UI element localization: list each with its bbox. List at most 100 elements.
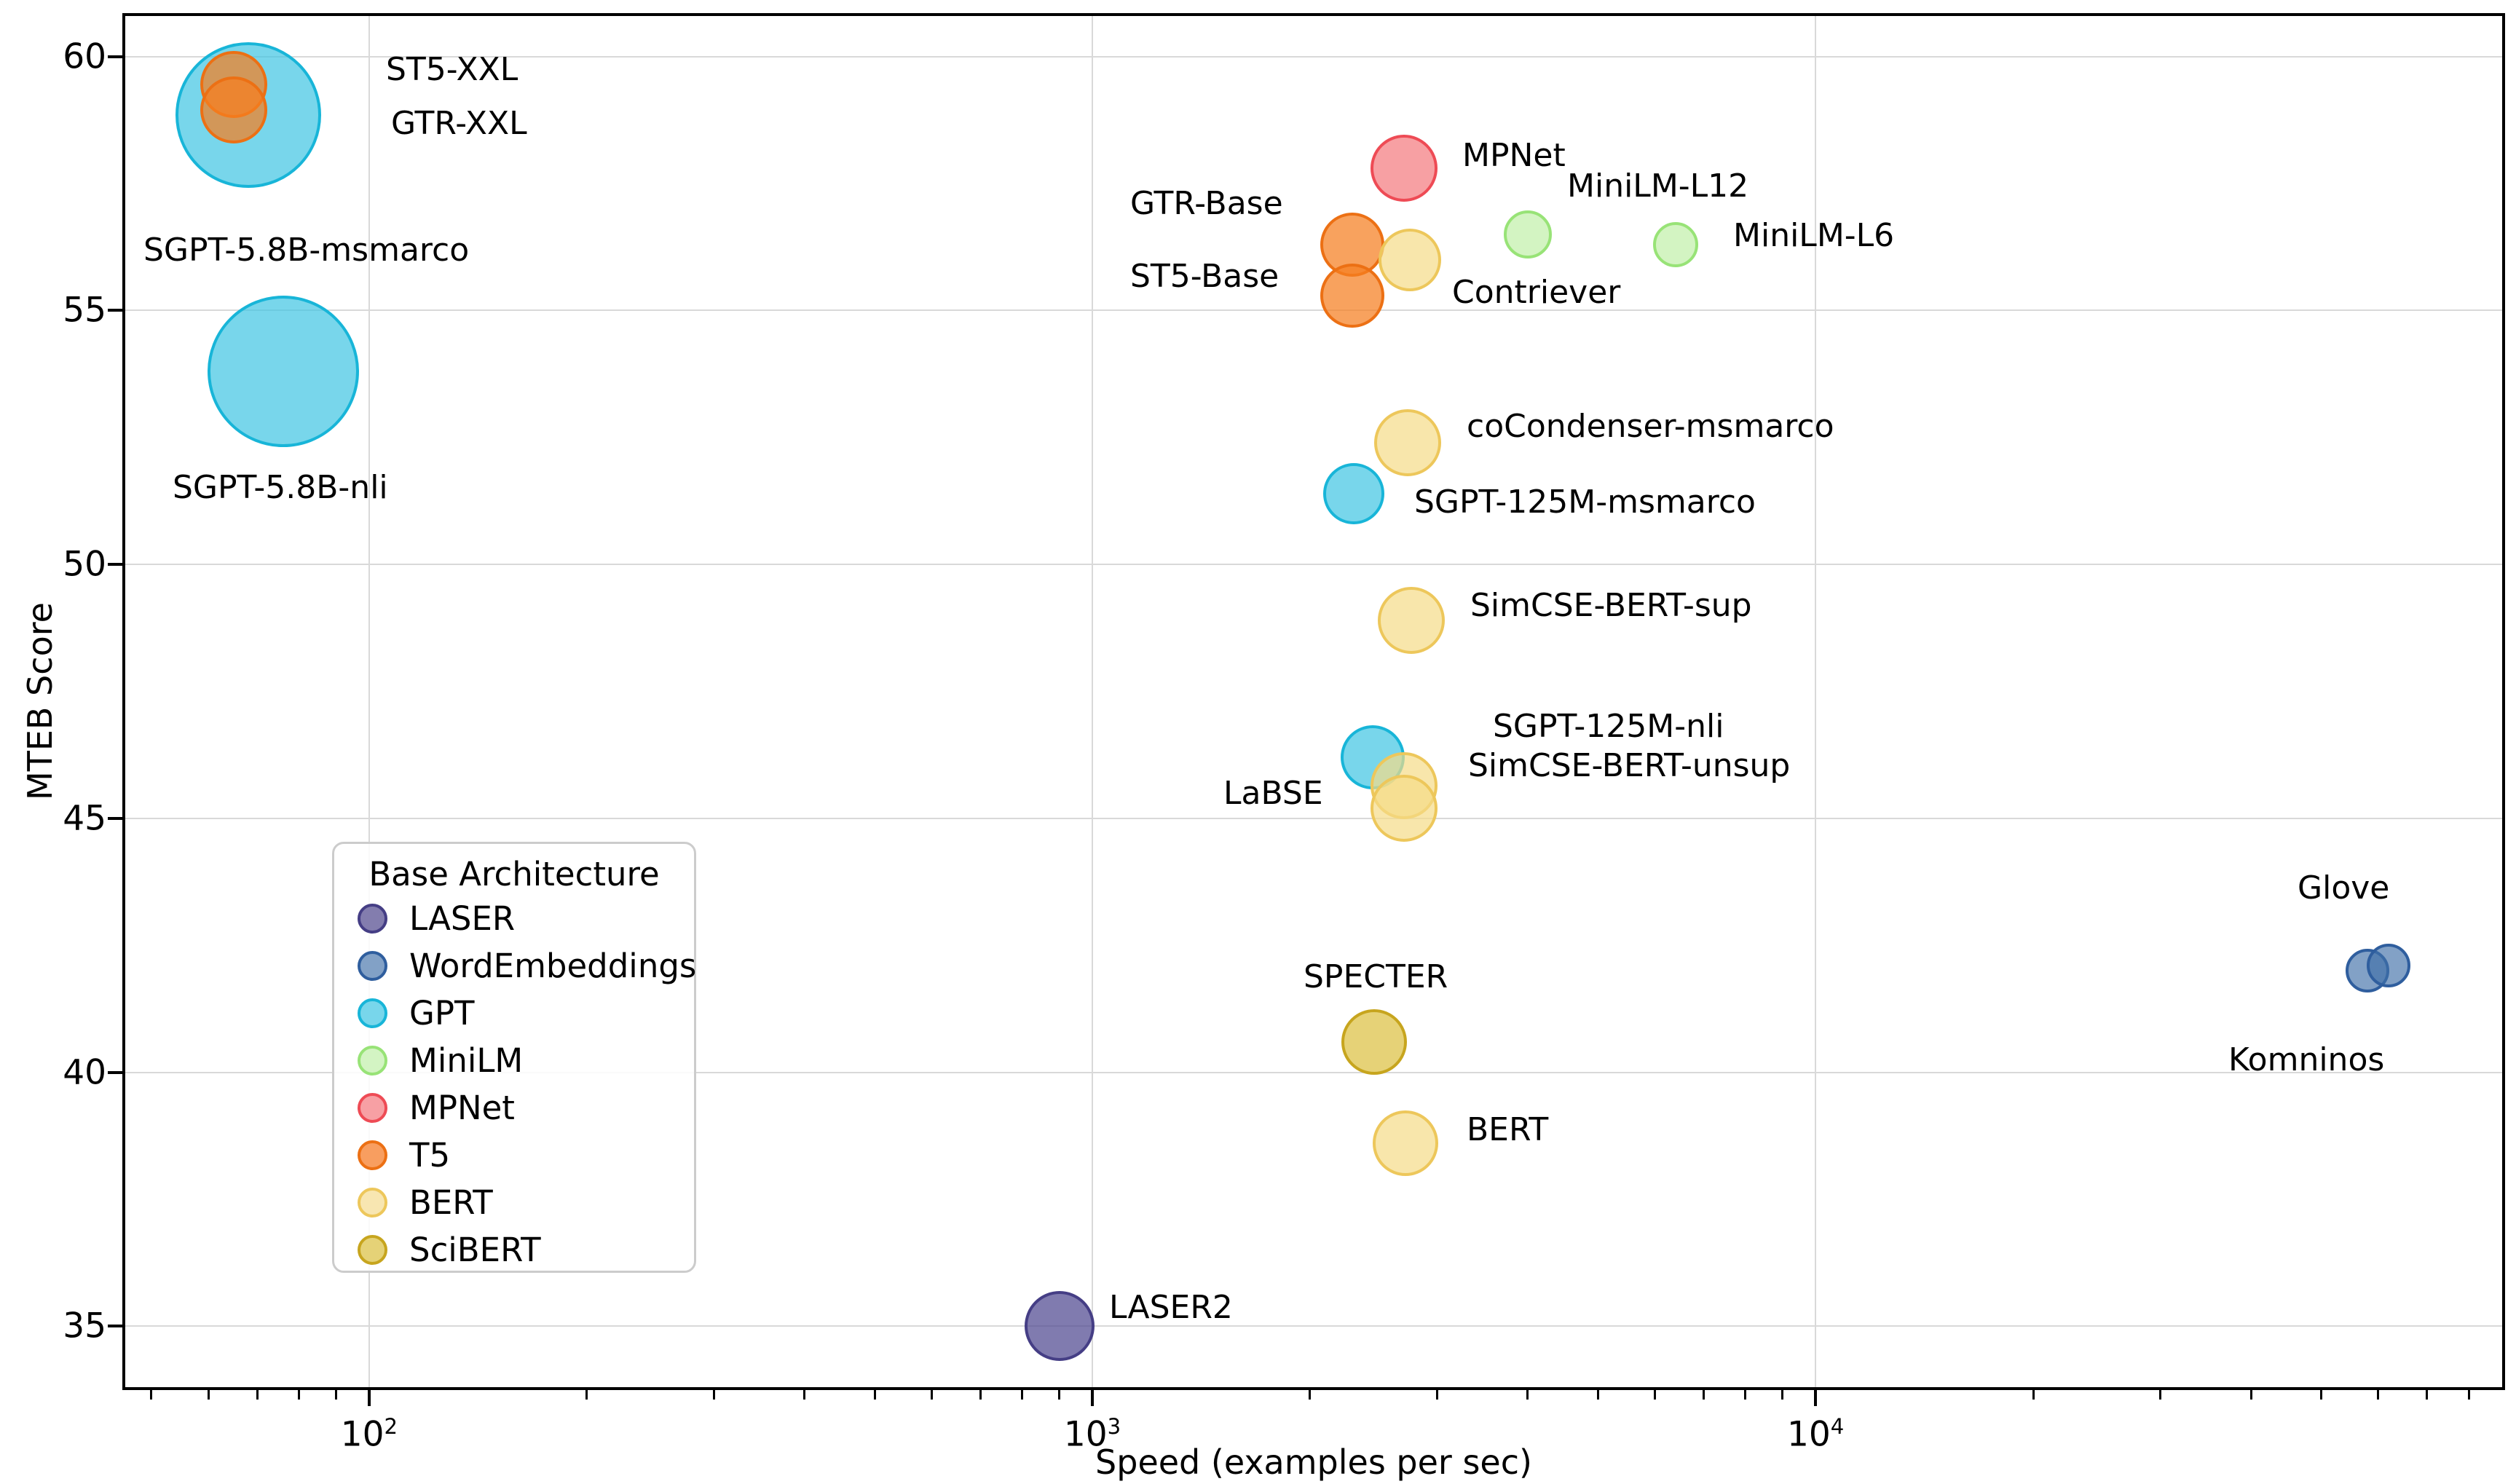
legend-label-T5: T5 bbox=[409, 1136, 451, 1175]
x-minor-tick-80 bbox=[298, 1390, 301, 1400]
bubble-SimCSE-BERT-sup bbox=[1377, 586, 1445, 654]
x-minor-tick-4000 bbox=[1526, 1390, 1529, 1400]
bubble-MiniLM-L12 bbox=[1503, 210, 1552, 258]
bubble-BERT bbox=[1373, 1110, 1439, 1177]
y-tick-label-60: 60 bbox=[63, 36, 106, 77]
x-minor-tick-70 bbox=[256, 1390, 259, 1400]
y-tick-label-35: 35 bbox=[63, 1306, 106, 1346]
legend-title: Base Architecture bbox=[368, 855, 660, 893]
legend-marker-WordEmbeddings bbox=[358, 951, 387, 981]
label-BERT: BERT bbox=[1467, 1111, 1549, 1148]
y-tick-45 bbox=[108, 816, 124, 820]
x-minor-tick-50 bbox=[150, 1390, 153, 1400]
label-Glove: Glove bbox=[2298, 869, 2390, 907]
legend-marker-GPT bbox=[358, 998, 387, 1028]
x-minor-tick-400 bbox=[803, 1390, 806, 1400]
bubble-LaBSE bbox=[1371, 774, 1438, 842]
bubble-SPECTER bbox=[1341, 1009, 1407, 1075]
label-SimCSE-BERT-unsup: SimCSE-BERT-unsup bbox=[1468, 747, 1791, 784]
gridline-y-55 bbox=[125, 309, 2502, 312]
legend-item-LASER: LASER bbox=[334, 895, 694, 942]
legend-label-MiniLM: MiniLM bbox=[409, 1041, 524, 1080]
label-SGPT-125M-nli: SGPT-125M-nli bbox=[1493, 708, 1724, 745]
label-coCondenser-msmarco: coCondenser-msmarco bbox=[1467, 408, 1834, 445]
bubble-GTR-XXL bbox=[200, 76, 268, 144]
bubble-MPNet bbox=[1371, 135, 1438, 202]
legend-marker-BERT bbox=[358, 1188, 387, 1217]
gridline-x-10000 bbox=[1815, 16, 1817, 1387]
x-tick-label-10000: 104 bbox=[1786, 1414, 1845, 1455]
bubble-LASER2 bbox=[1024, 1291, 1095, 1362]
label-ST5-XXL: ST5-XXL bbox=[386, 51, 518, 88]
bubble-SGPT-5.8B-nli bbox=[207, 296, 359, 448]
gridline-x-100 bbox=[368, 16, 370, 1387]
x-minor-tick-60 bbox=[208, 1390, 210, 1400]
label-Komninos: Komninos bbox=[2228, 1041, 2385, 1078]
legend-marker-LASER bbox=[358, 904, 387, 934]
legend-label-GPT: GPT bbox=[409, 994, 475, 1033]
y-tick-label-45: 45 bbox=[63, 798, 106, 839]
legend-items: LASER WordEmbeddings GPT MiniLM MPNet T5 BERT S… bbox=[334, 895, 697, 1274]
label-SGPT-125M-msmarco: SGPT-125M-msmarco bbox=[1414, 484, 1756, 521]
y-tick-35 bbox=[108, 1325, 124, 1328]
gridline-y-50 bbox=[125, 564, 2502, 566]
legend: Base Architecture LASER WordEmbeddings GPT… bbox=[332, 842, 696, 1273]
label-SGPT-5.8B-msmarco: SGPT-5.8B-msmarco bbox=[143, 232, 470, 269]
x-minor-tick-8000 bbox=[1744, 1390, 1747, 1400]
label-Contriever: Contriever bbox=[1452, 274, 1621, 311]
legend-item-GPT: GPT bbox=[334, 990, 694, 1037]
y-tick-40 bbox=[108, 1070, 124, 1074]
x-minor-tick-9000 bbox=[1781, 1390, 1784, 1400]
bubble-Contriever bbox=[1379, 228, 1442, 291]
y-tick-label-50: 50 bbox=[63, 544, 106, 585]
gridline-y-35 bbox=[125, 1325, 2502, 1327]
label-LASER2: LASER2 bbox=[1109, 1289, 1233, 1326]
legend-item-T5: T5 bbox=[334, 1132, 694, 1179]
legend-marker-T5 bbox=[358, 1140, 387, 1170]
x-minor-tick-50000 bbox=[2319, 1390, 2322, 1400]
x-minor-tick-90 bbox=[334, 1390, 337, 1400]
x-minor-tick-40000 bbox=[2249, 1390, 2252, 1400]
legend-item-BERT: BERT bbox=[334, 1179, 694, 1226]
y-tick-55 bbox=[108, 309, 124, 312]
label-SimCSE-BERT-sup: SimCSE-BERT-sup bbox=[1470, 587, 1752, 624]
legend-label-MPNet: MPNet bbox=[409, 1089, 515, 1127]
x-tick-label-1000: 103 bbox=[1063, 1414, 1121, 1455]
legend-label-LASER: LASER bbox=[409, 899, 516, 938]
y-tick-label-40: 40 bbox=[63, 1052, 106, 1093]
label-ST5-Base: ST5-Base bbox=[1130, 258, 1279, 295]
label-MiniLM-L12: MiniLM-L12 bbox=[1567, 167, 1749, 205]
x-minor-tick-3000 bbox=[1436, 1390, 1439, 1400]
x-minor-tick-500 bbox=[873, 1390, 876, 1400]
legend-item-WordEmbeddings: WordEmbeddings bbox=[334, 942, 697, 990]
x-minor-tick-2000 bbox=[1309, 1390, 1312, 1400]
gridline-x-1000 bbox=[1092, 16, 1094, 1387]
bubble-Komninos bbox=[2367, 944, 2411, 988]
x-minor-tick-60000 bbox=[2377, 1390, 2380, 1400]
label-GTR-Base: GTR-Base bbox=[1130, 185, 1283, 222]
legend-label-BERT: BERT bbox=[409, 1183, 493, 1222]
legend-marker-SciBERT bbox=[358, 1235, 387, 1265]
legend-item-SciBERT: SciBERT bbox=[334, 1226, 694, 1274]
x-tick-1000 bbox=[1091, 1390, 1095, 1406]
x-minor-tick-600 bbox=[931, 1390, 934, 1400]
bubble-MiniLM-L6 bbox=[1652, 221, 1698, 267]
y-axis-title: MTEB Score bbox=[20, 602, 60, 800]
bubble-ST5-Base bbox=[1320, 263, 1385, 328]
x-minor-tick-300 bbox=[713, 1390, 716, 1400]
y-tick-label-55: 55 bbox=[63, 290, 106, 331]
legend-label-WordEmbeddings: WordEmbeddings bbox=[409, 947, 697, 985]
legend-label-SciBERT: SciBERT bbox=[409, 1231, 541, 1269]
label-SPECTER: SPECTER bbox=[1304, 958, 1448, 995]
y-tick-60 bbox=[108, 55, 124, 58]
x-minor-tick-30000 bbox=[2159, 1390, 2162, 1400]
x-minor-tick-70000 bbox=[2425, 1390, 2428, 1400]
label-LaBSE: LaBSE bbox=[1223, 775, 1323, 812]
label-MPNet: MPNet bbox=[1462, 137, 1566, 174]
x-minor-tick-80000 bbox=[2467, 1390, 2470, 1400]
bubble-coCondenser-msmarco bbox=[1374, 409, 1442, 476]
label-MiniLM-L6: MiniLM-L6 bbox=[1733, 217, 1895, 254]
x-axis-title: Speed (examples per sec) bbox=[1095, 1442, 1532, 1482]
x-minor-tick-7000 bbox=[1702, 1390, 1705, 1400]
